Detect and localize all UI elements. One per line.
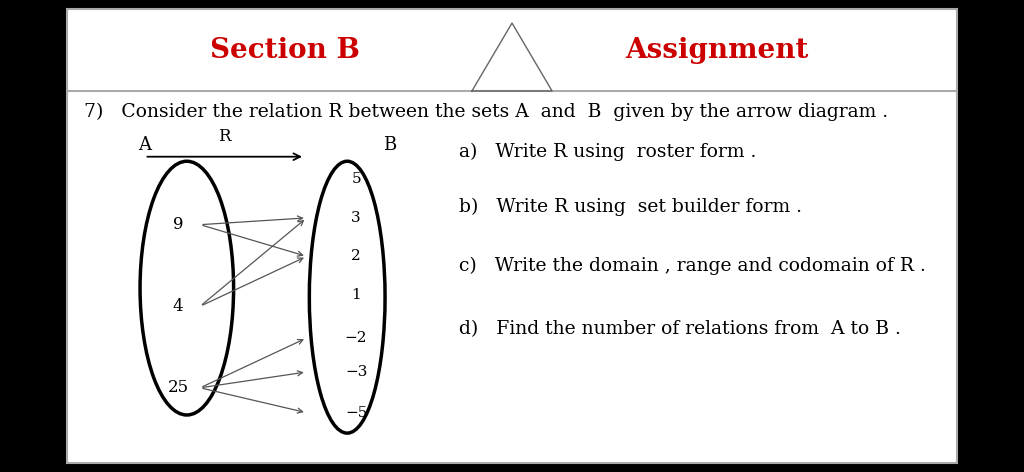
Text: 2: 2 (351, 249, 361, 263)
Text: 7)   Consider the relation R between the sets A  and  B  given by the arrow diag: 7) Consider the relation R between the s… (84, 102, 889, 120)
Text: c)   Write the domain , range and codomain of R .: c) Write the domain , range and codomain… (459, 256, 926, 275)
Text: −2: −2 (345, 331, 368, 345)
Text: Section B: Section B (210, 37, 359, 64)
Text: B: B (383, 136, 396, 154)
Text: d)   Find the number of relations from  A to B .: d) Find the number of relations from A t… (459, 320, 900, 338)
Text: b)   Write R using  set builder form .: b) Write R using set builder form . (459, 197, 802, 216)
Text: A: A (138, 136, 151, 154)
Text: Assignment: Assignment (626, 37, 809, 64)
Text: −5: −5 (345, 406, 368, 420)
Text: 25: 25 (167, 379, 188, 396)
Text: 3: 3 (351, 211, 360, 225)
Text: 5: 5 (351, 172, 360, 186)
Text: 4: 4 (173, 298, 183, 315)
Text: −3: −3 (345, 365, 368, 379)
Text: 1: 1 (351, 288, 361, 302)
Text: a)   Write R using  roster form .: a) Write R using roster form . (459, 143, 756, 161)
Text: 9: 9 (173, 216, 183, 233)
Text: R: R (218, 128, 231, 145)
